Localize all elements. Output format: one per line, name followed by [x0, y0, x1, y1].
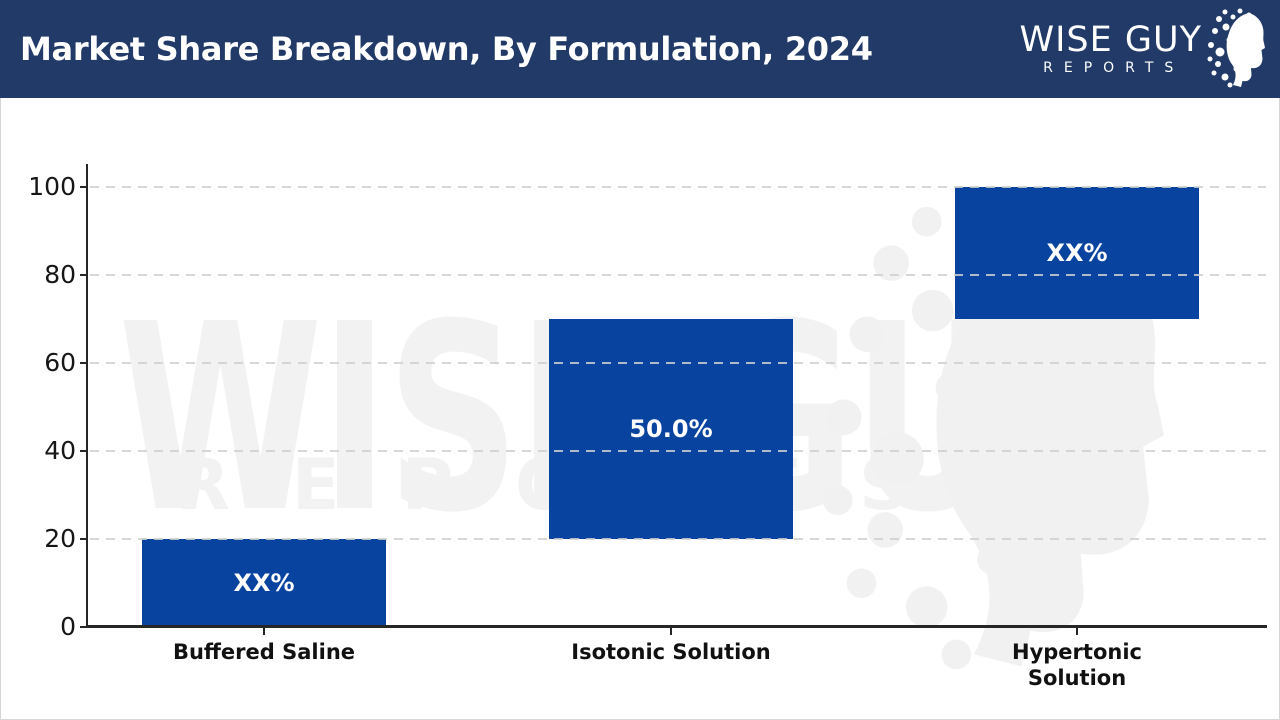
- x-axis-line: [86, 625, 1267, 628]
- bar-value-label: XX%: [1046, 239, 1108, 267]
- y-tick: [80, 274, 88, 276]
- y-tick: [80, 626, 88, 628]
- bar: XX%: [955, 187, 1199, 319]
- x-tick: [263, 628, 265, 635]
- y-tick-label: 20: [44, 524, 76, 553]
- gridline: [90, 362, 1266, 364]
- page-title: Market Share Breakdown, By Formulation, …: [20, 30, 873, 68]
- x-category-label: Hypertonic Solution: [1012, 640, 1142, 691]
- y-tick: [80, 450, 88, 452]
- gridline: [90, 186, 1266, 188]
- logo-face-icon: [1207, 8, 1265, 88]
- y-tick: [80, 186, 88, 188]
- bar: XX%: [142, 539, 386, 627]
- logo-brand-subtext: REPORTS: [1043, 60, 1185, 76]
- x-tick: [1076, 628, 1078, 635]
- bar: 50.0%: [549, 319, 793, 539]
- y-axis-line: [86, 164, 88, 628]
- y-tick-label: 100: [28, 172, 76, 201]
- header: Market Share Breakdown, By Formulation, …: [0, 0, 1280, 98]
- bar-value-label: 50.0%: [629, 415, 713, 443]
- y-tick: [80, 538, 88, 540]
- gridline: [90, 274, 1266, 276]
- y-tick-label: 80: [44, 260, 76, 289]
- y-tick-label: 0: [60, 612, 76, 641]
- x-tick: [670, 628, 672, 635]
- y-tick: [80, 362, 88, 364]
- logo-text: WISE GUY REPORTS: [1019, 20, 1202, 76]
- bar-value-label: XX%: [233, 569, 295, 597]
- gridline: [90, 450, 1266, 452]
- gridline: [90, 538, 1266, 540]
- logo: WISE GUY REPORTS: [1019, 7, 1266, 91]
- y-tick-label: 60: [44, 348, 76, 377]
- x-category-label: Isotonic Solution: [571, 640, 771, 664]
- y-tick-label: 40: [44, 436, 76, 465]
- logo-brand-text: WISE GUY: [1019, 20, 1202, 60]
- x-category-label: Buffered Saline: [172, 640, 356, 664]
